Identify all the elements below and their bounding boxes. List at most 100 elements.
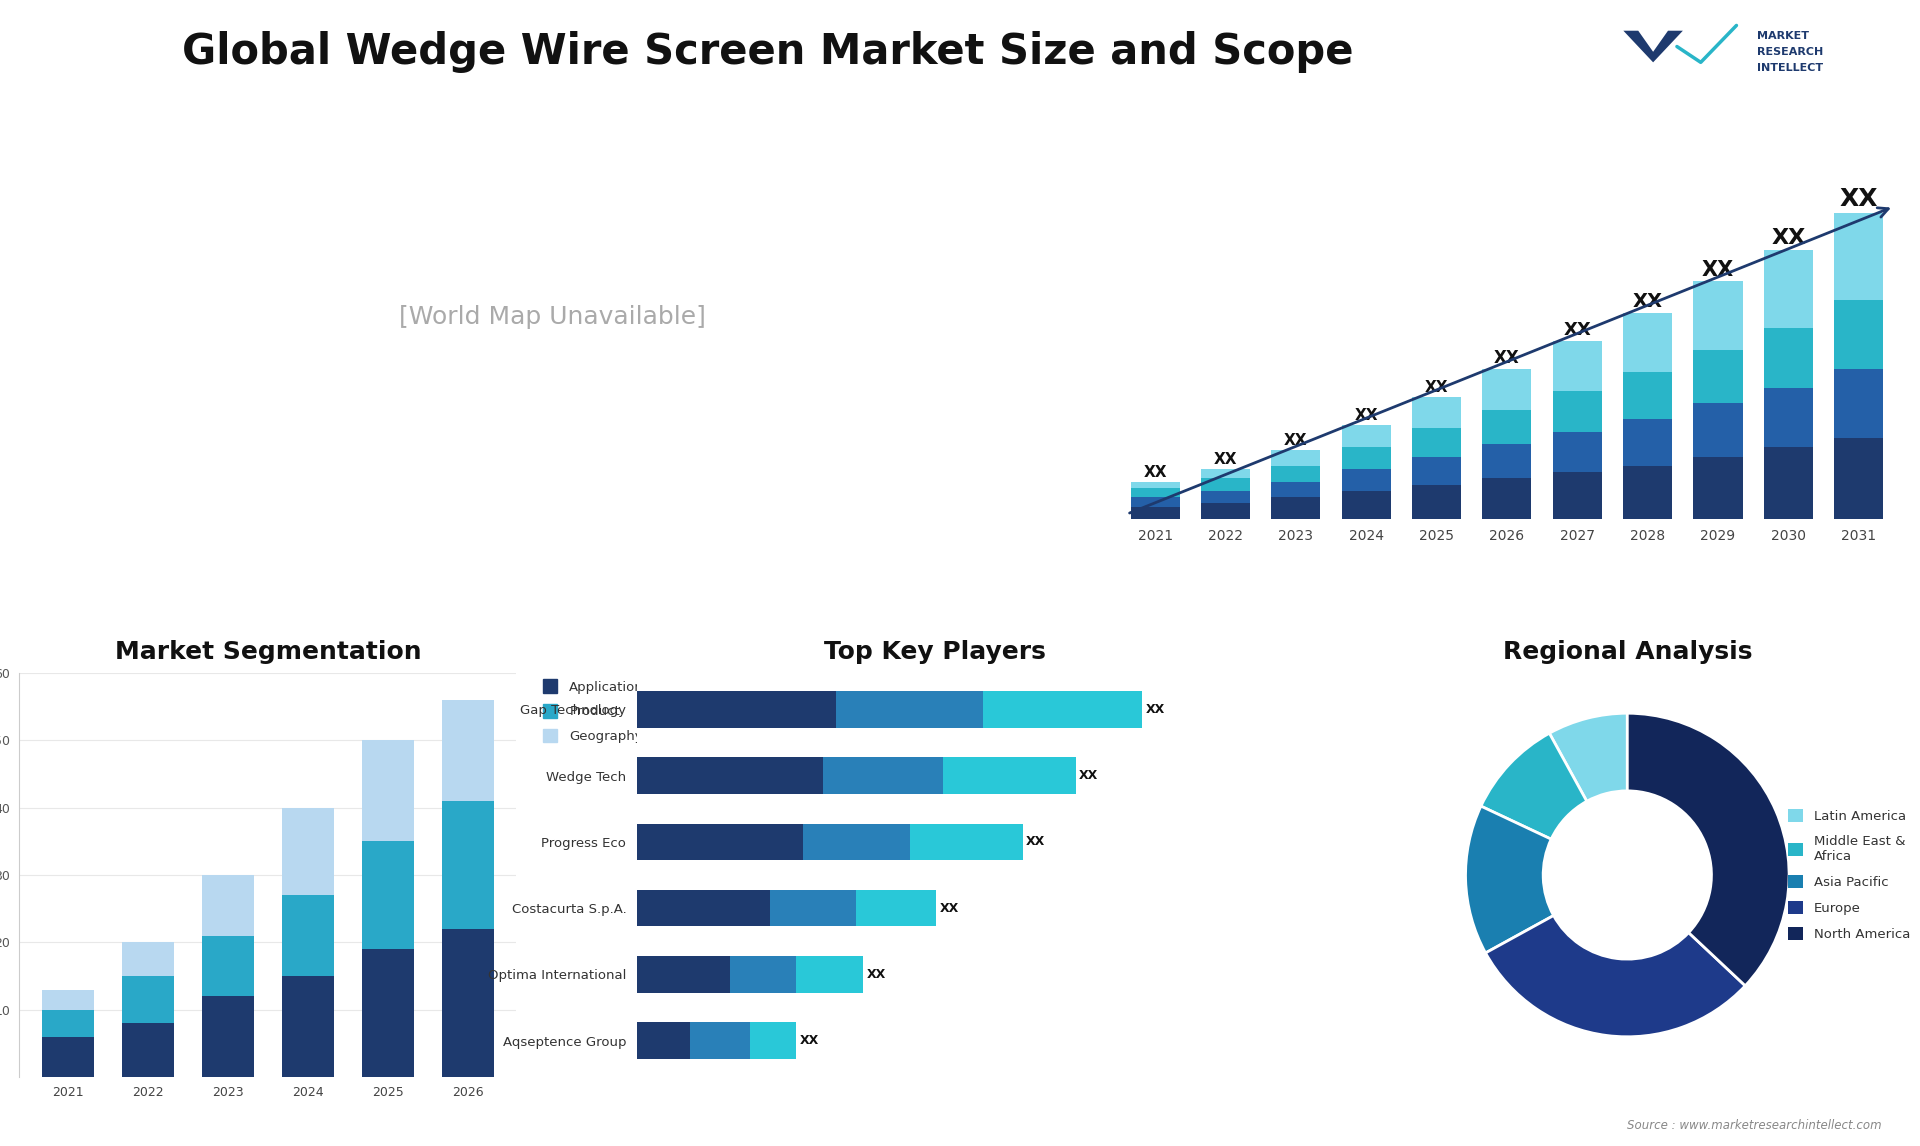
Text: RESEARCH: RESEARCH <box>1757 47 1824 57</box>
Bar <box>1553 340 1601 391</box>
Bar <box>1342 469 1390 490</box>
Bar <box>637 758 824 794</box>
Bar <box>1200 503 1250 519</box>
Bar <box>1482 369 1532 409</box>
Bar <box>1553 391 1601 432</box>
Wedge shape <box>1480 733 1586 839</box>
Bar <box>361 841 415 949</box>
Bar <box>1342 425 1390 447</box>
Text: XX: XX <box>1284 433 1308 448</box>
Bar <box>42 990 94 1010</box>
Text: [World Map Unavailable]: [World Map Unavailable] <box>399 305 707 329</box>
Bar <box>1693 282 1743 351</box>
Wedge shape <box>1465 806 1553 953</box>
Bar <box>637 824 803 861</box>
Bar <box>1622 419 1672 466</box>
Bar <box>1200 469 1250 478</box>
Bar <box>1482 478 1532 519</box>
Bar <box>121 976 175 1023</box>
Bar <box>1834 369 1884 438</box>
Bar <box>42 1010 94 1037</box>
Bar <box>1764 447 1812 519</box>
Bar <box>1834 300 1884 369</box>
Bar <box>824 758 943 794</box>
Text: Global Wedge Wire Screen Market Size and Scope: Global Wedge Wire Screen Market Size and… <box>182 31 1354 72</box>
Bar <box>1764 250 1812 329</box>
Text: Source : www.marketresearchintellect.com: Source : www.marketresearchintellect.com <box>1626 1120 1882 1132</box>
Bar <box>442 801 493 929</box>
Bar <box>1411 485 1461 519</box>
Bar <box>1271 481 1321 497</box>
Bar <box>1200 490 1250 503</box>
Bar <box>1553 432 1601 472</box>
Text: XX: XX <box>1563 321 1592 339</box>
Bar <box>837 691 983 728</box>
Bar <box>856 890 937 926</box>
Bar <box>1834 213 1884 300</box>
Text: XX: XX <box>1632 292 1663 311</box>
Bar <box>1131 497 1179 507</box>
Bar <box>361 740 415 841</box>
Text: XX: XX <box>939 902 958 915</box>
Text: XX: XX <box>801 1034 820 1047</box>
Bar <box>121 942 175 976</box>
Wedge shape <box>1628 713 1789 986</box>
Bar <box>1482 409 1532 444</box>
Bar <box>730 956 797 992</box>
Title: Top Key Players: Top Key Players <box>824 639 1046 664</box>
Bar <box>1622 313 1672 372</box>
Bar <box>637 1022 689 1059</box>
Title: Market Segmentation: Market Segmentation <box>115 639 420 664</box>
Bar <box>751 1022 797 1059</box>
Text: INTELLECT: INTELLECT <box>1757 63 1824 72</box>
Bar <box>803 824 910 861</box>
Bar <box>797 956 862 992</box>
Bar <box>1764 329 1812 387</box>
Title: Regional Analysis: Regional Analysis <box>1503 639 1753 664</box>
Bar <box>983 691 1142 728</box>
Bar <box>1271 450 1321 466</box>
Bar <box>282 976 334 1077</box>
Bar <box>1200 478 1250 490</box>
Bar <box>361 949 415 1077</box>
Text: XX: XX <box>1025 835 1044 848</box>
Bar <box>1482 444 1532 478</box>
Bar <box>282 895 334 976</box>
Bar <box>202 935 253 996</box>
Bar <box>1834 438 1884 519</box>
Bar <box>1271 466 1321 481</box>
Bar <box>1693 351 1743 403</box>
Text: XX: XX <box>1079 769 1098 782</box>
Bar <box>1131 481 1179 488</box>
Wedge shape <box>1486 916 1745 1037</box>
Bar <box>910 824 1023 861</box>
Text: XX: XX <box>1354 408 1379 423</box>
Text: XX: XX <box>1213 453 1236 468</box>
Legend: Application, Product, Geography: Application, Product, Geography <box>543 680 643 743</box>
Bar <box>202 876 253 935</box>
Polygon shape <box>1622 31 1682 62</box>
Bar <box>442 929 493 1077</box>
Bar <box>202 996 253 1077</box>
Text: XX: XX <box>1144 464 1167 480</box>
Bar <box>1342 490 1390 519</box>
Text: XX: XX <box>1701 259 1734 280</box>
Bar <box>1622 372 1672 419</box>
Bar <box>442 700 493 801</box>
Bar <box>637 890 770 926</box>
Text: XX: XX <box>1425 380 1448 395</box>
Bar <box>1693 456 1743 519</box>
Bar <box>1411 429 1461 456</box>
Bar <box>943 758 1075 794</box>
Bar <box>1411 456 1461 485</box>
Bar <box>42 1037 94 1077</box>
Text: XX: XX <box>866 968 885 981</box>
Bar <box>1764 387 1812 447</box>
Bar <box>1411 398 1461 429</box>
Bar <box>1271 497 1321 519</box>
Bar <box>282 808 334 895</box>
Text: MARKET: MARKET <box>1757 31 1809 41</box>
Legend: Latin America, Middle East &
Africa, Asia Pacific, Europe, North America: Latin America, Middle East & Africa, Asi… <box>1788 809 1910 941</box>
Text: XX: XX <box>1494 350 1521 367</box>
Bar <box>637 691 837 728</box>
